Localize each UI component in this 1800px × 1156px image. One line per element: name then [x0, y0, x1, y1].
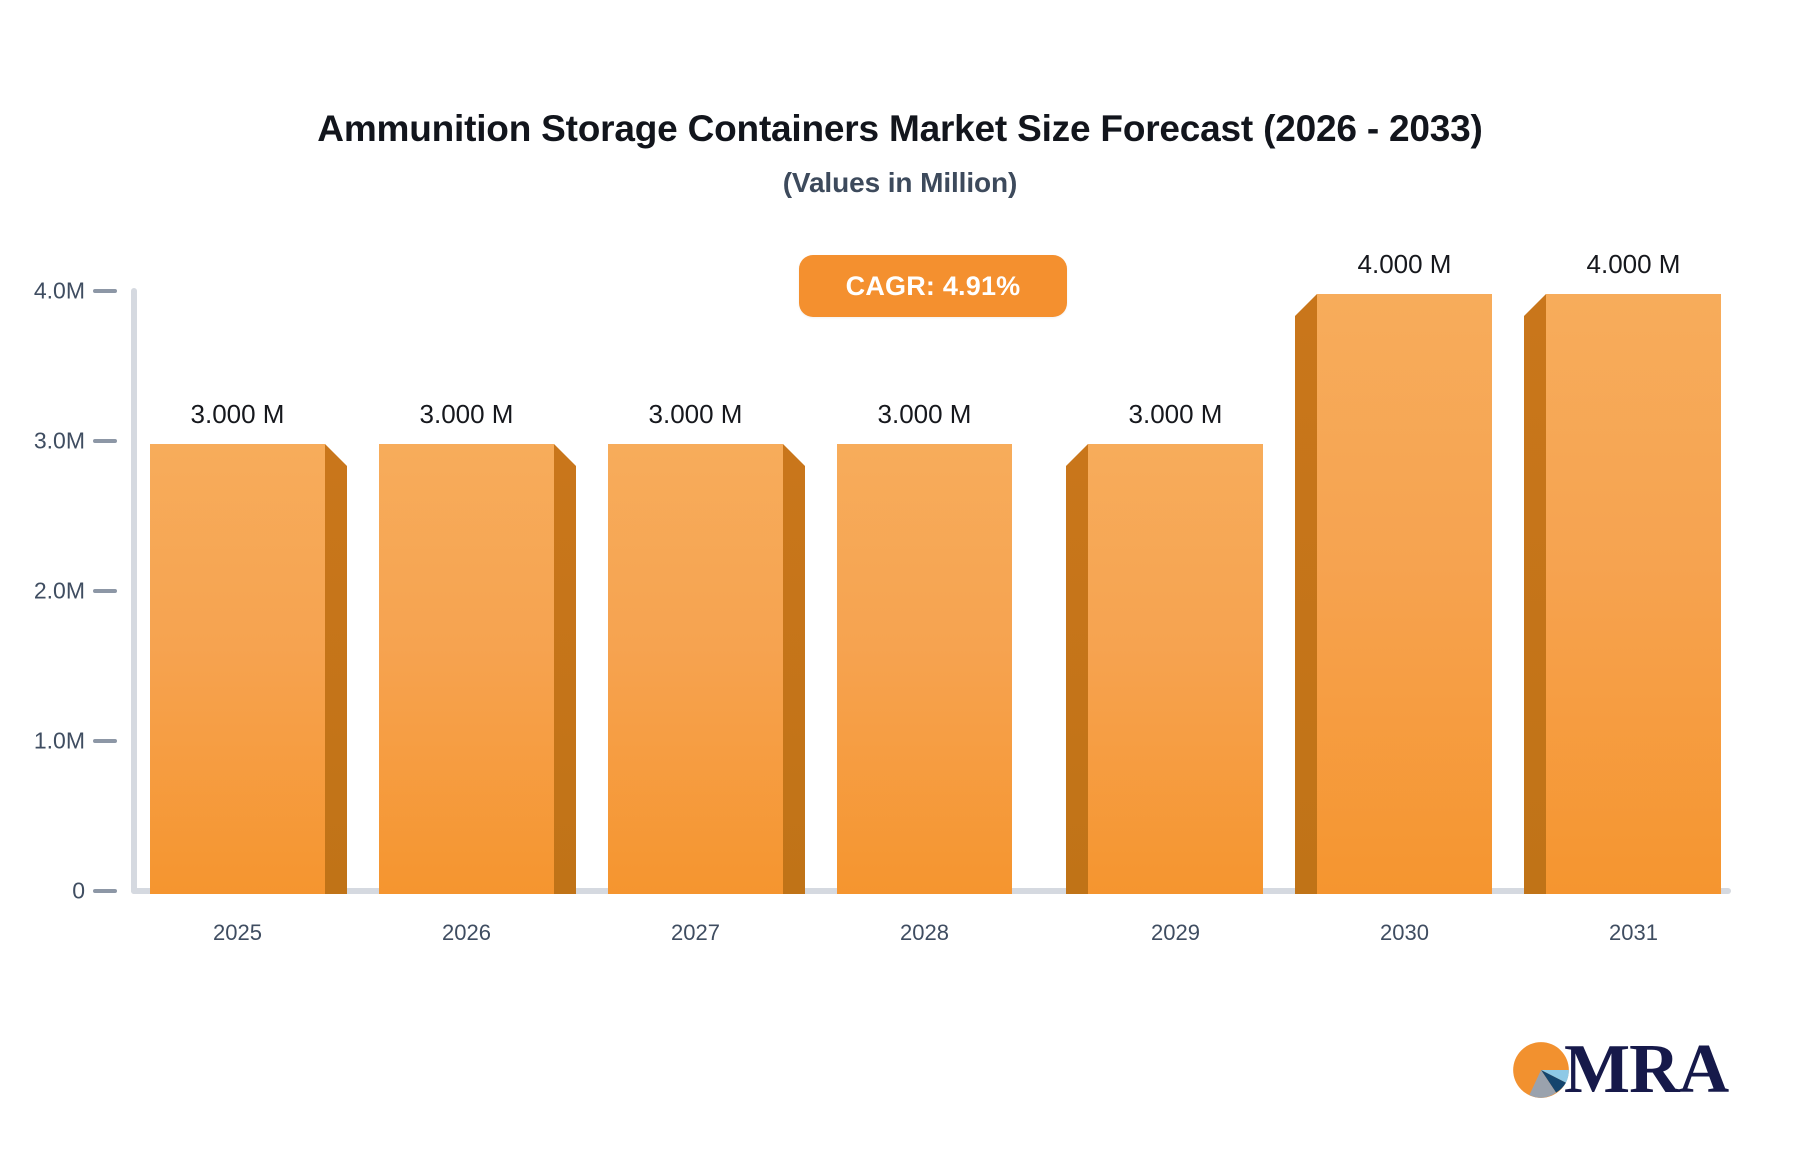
bar-face — [379, 444, 554, 894]
y-axis-tick-label: 4.0M — [33, 277, 85, 304]
y-axis-tick-mark — [93, 289, 117, 293]
bar-value-label: 3.000 M — [1128, 399, 1223, 429]
y-axis-tick-mark — [93, 439, 117, 443]
bar-face — [837, 444, 1012, 894]
cagr-badge: CAGR: 4.91% — [799, 255, 1067, 317]
bar-top-bevel — [325, 444, 347, 466]
y-axis-tick-mark — [93, 589, 117, 593]
brand-logo: MRA — [1512, 1031, 1729, 1108]
bar-2026: 3.000 M — [379, 399, 576, 894]
pie-chart-logo-icon — [1512, 1041, 1570, 1099]
bar-side-face — [783, 466, 805, 894]
bar-side-face — [554, 466, 576, 894]
bar-top-bevel — [783, 444, 805, 466]
bar-2028: 3.000 M — [837, 399, 1012, 894]
x-axis-label-2031: 2031 — [1609, 920, 1658, 945]
chart-subtitle: (Values in Million) — [782, 166, 1018, 198]
bar-value-label: 4.000 M — [1357, 249, 1452, 279]
bar-side-face — [325, 466, 347, 894]
x-axis-label-2029: 2029 — [1151, 920, 1200, 945]
bar-face — [1546, 294, 1721, 894]
page-title: Ammunition Storage Containers Market Siz… — [317, 108, 1483, 149]
brand-logo-text: MRA — [1564, 1031, 1729, 1108]
bar-value-label: 4.000 M — [1586, 249, 1681, 279]
bar-top-bevel — [1066, 444, 1088, 466]
y-axis-tick-label: 1.0M — [33, 727, 85, 754]
y-axis-line — [131, 288, 137, 894]
bar-side-face — [1295, 316, 1317, 894]
x-axis-label-2026: 2026 — [442, 920, 491, 945]
bar-top-bevel — [1295, 294, 1317, 316]
y-axis-tick-label: 0 — [72, 877, 85, 904]
bar-value-label: 3.000 M — [648, 399, 743, 429]
y-axis-tick-label: 3.0M — [33, 427, 85, 454]
bar-value-label: 3.000 M — [877, 399, 972, 429]
bar-top-bevel — [1524, 294, 1546, 316]
x-axis-label-2028: 2028 — [900, 920, 949, 945]
x-axis-label-2025: 2025 — [213, 920, 262, 945]
cagr-badge-label: CAGR: 4.91% — [845, 270, 1021, 301]
y-axis-tick-mark — [93, 739, 117, 743]
x-axis-label-2027: 2027 — [671, 920, 720, 945]
bar-value-label: 3.000 M — [190, 399, 285, 429]
bar-face — [150, 444, 325, 894]
bar-2025: 3.000 M — [150, 399, 347, 894]
bar-side-face — [1066, 466, 1088, 894]
x-axis-label-2030: 2030 — [1380, 920, 1429, 945]
bar-top-bevel — [554, 444, 576, 466]
bar-2030: 4.000 M — [1295, 249, 1492, 894]
bar-2027: 3.000 M — [608, 399, 805, 894]
bar-2029: 3.000 M — [1066, 399, 1263, 894]
y-axis-tick-label: 2.0M — [33, 577, 85, 604]
bar-value-label: 3.000 M — [419, 399, 514, 429]
bar-face — [608, 444, 783, 894]
bar-side-face — [1524, 316, 1546, 894]
y-axis-tick-mark — [93, 889, 117, 893]
bar-2031: 4.000 M — [1524, 249, 1721, 894]
bar-face — [1317, 294, 1492, 894]
bar-face — [1088, 444, 1263, 894]
title-block: Ammunition Storage Containers Market Siz… — [0, 108, 1800, 199]
